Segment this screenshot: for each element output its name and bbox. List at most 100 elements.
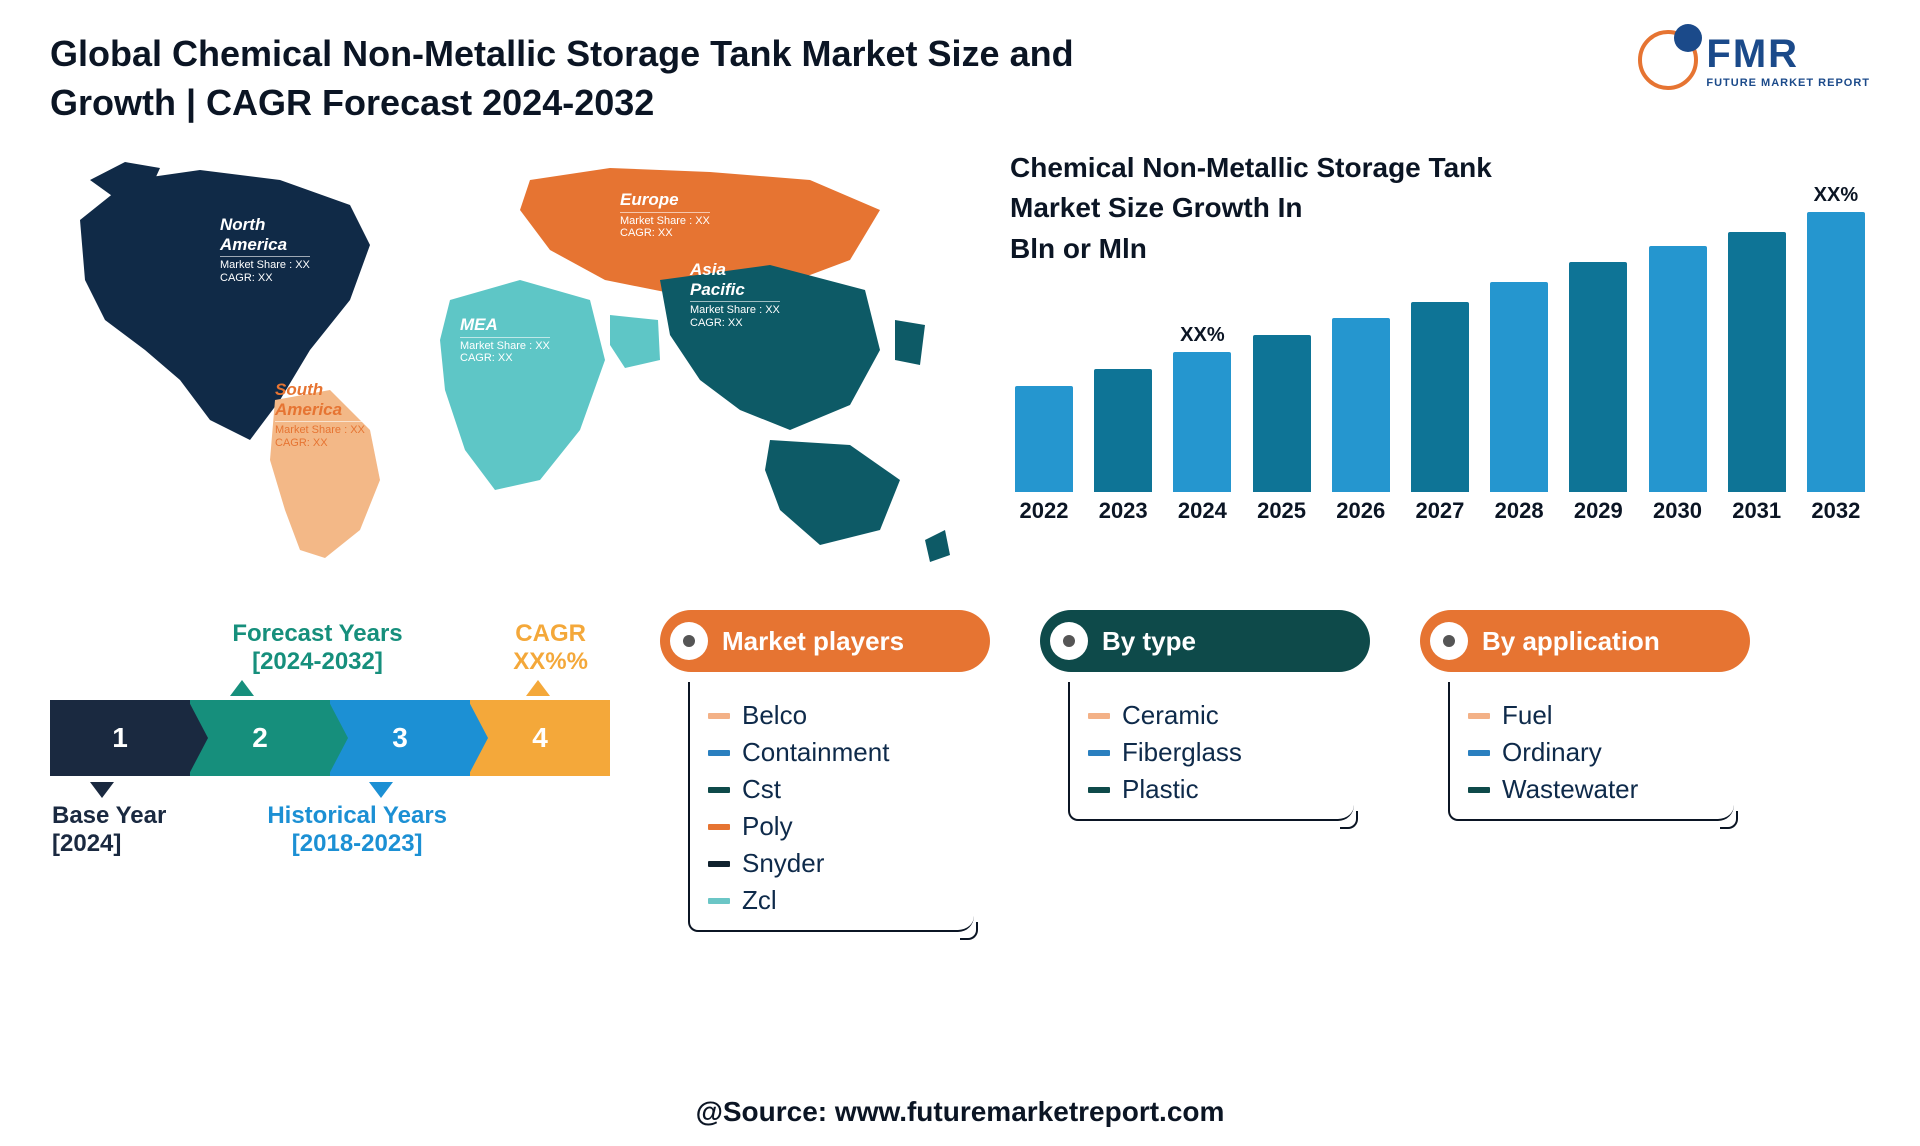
bar-year: 2030: [1653, 498, 1702, 524]
world-map: NorthAmericaMarket Share : XXCAGR: XX Sou…: [50, 150, 970, 570]
header: Global Chemical Non-Metallic Storage Tan…: [50, 30, 1870, 127]
bar-year: 2022: [1020, 498, 1069, 524]
logo-icon: [1638, 30, 1698, 90]
list-item: Ordinary: [1468, 737, 1722, 768]
list-item: Plastic: [1088, 774, 1342, 805]
region-mea: [440, 280, 660, 490]
region-label: SouthAmericaMarket Share : XXCAGR: XX: [275, 380, 365, 449]
category-col: By application Fuel Ordinary Wastewater: [1420, 610, 1750, 932]
bar-top-label: XX%: [1814, 184, 1858, 207]
bar-col: 2030: [1644, 246, 1712, 524]
category-pill: By application: [1420, 610, 1750, 672]
list-item: Containment: [708, 737, 962, 768]
swatch-icon: [1088, 787, 1110, 793]
step-4: 4: [470, 700, 610, 776]
region-label: AsiaPacificMarket Share : XXCAGR: XX: [690, 260, 780, 329]
list-item-label: Cst: [742, 774, 781, 805]
fmr-logo: FMR FUTURE MARKET REPORT: [1638, 30, 1870, 90]
category-bracket: Fuel Ordinary Wastewater: [1448, 682, 1734, 821]
bar: [1807, 212, 1865, 492]
swatch-icon: [1468, 787, 1490, 793]
bar: [1490, 282, 1548, 492]
arrow-icon: [230, 680, 254, 696]
forecast-label: Forecast Years: [232, 620, 402, 648]
category-col: By type Ceramic Fiberglass Plastic: [1040, 610, 1370, 932]
list-item-label: Wastewater: [1502, 774, 1638, 805]
bar-col: 2022: [1010, 386, 1078, 524]
list-item: Ceramic: [1088, 700, 1342, 731]
list-item-label: Plastic: [1122, 774, 1199, 805]
bar: [1728, 232, 1786, 492]
timeline-steps: 1 2 3 4: [50, 700, 610, 776]
list-item: Belco: [708, 700, 962, 731]
list-item: Zcl: [708, 885, 962, 916]
list-item-label: Ordinary: [1502, 737, 1602, 768]
list-item: Snyder: [708, 848, 962, 879]
swatch-icon: [708, 750, 730, 756]
arrow-icon: [526, 680, 550, 696]
list-item-label: Zcl: [742, 885, 777, 916]
swatch-icon: [708, 898, 730, 904]
bar-year: 2027: [1415, 498, 1464, 524]
bar-year: 2023: [1099, 498, 1148, 524]
category-columns: Market players Belco Containment Cst Poly Sny…: [660, 610, 1750, 932]
bar-year: 2029: [1574, 498, 1623, 524]
swatch-icon: [1088, 750, 1110, 756]
swatch-icon: [708, 787, 730, 793]
list-item-label: Poly: [742, 811, 793, 842]
swatch-icon: [708, 861, 730, 867]
hist-years-label: Historical Years: [267, 802, 447, 830]
logo-main: FMR: [1706, 32, 1870, 77]
base-year-label: Base Year: [52, 802, 166, 830]
arrow-icon: [90, 782, 114, 798]
region-label: MEAMarket Share : XXCAGR: XX: [460, 315, 550, 365]
chart-title-1: Chemical Non-Metallic Storage Tank: [1010, 150, 1870, 186]
bar-year: 2031: [1732, 498, 1781, 524]
bar-year: 2026: [1336, 498, 1385, 524]
swatch-icon: [708, 713, 730, 719]
bar-col: 2027: [1406, 302, 1474, 524]
bar-col: 2028: [1485, 282, 1553, 524]
bar-year: 2032: [1811, 498, 1860, 524]
arrow-icon: [369, 782, 393, 798]
category-pill: Market players: [660, 610, 990, 672]
bar: [1173, 352, 1231, 492]
category-bracket: Belco Containment Cst Poly Snyder Zcl: [688, 682, 974, 932]
bar-col: 2023: [1089, 369, 1157, 524]
page-title: Global Chemical Non-Metallic Storage Tan…: [50, 30, 1150, 127]
swatch-icon: [708, 824, 730, 830]
list-item: Wastewater: [1468, 774, 1722, 805]
timeline: Forecast Years [2024-2032] CAGR XX%% 1 2…: [50, 620, 610, 858]
chart-title-2: Market Size Growth In: [1010, 190, 1870, 226]
bar-year: 2025: [1257, 498, 1306, 524]
bar-chart: Chemical Non-Metallic Storage Tank Marke…: [1010, 150, 1870, 560]
bar-col: 2026: [1327, 318, 1395, 524]
swatch-icon: [1468, 713, 1490, 719]
list-item: Fuel: [1468, 700, 1722, 731]
region-nz: [925, 530, 950, 562]
bar-year: 2024: [1178, 498, 1227, 524]
category-bracket: Ceramic Fiberglass Plastic: [1068, 682, 1354, 821]
bar-col: XX%2032: [1802, 212, 1870, 524]
swatch-icon: [1468, 750, 1490, 756]
list-item-label: Containment: [742, 737, 889, 768]
region-label: NorthAmericaMarket Share : XXCAGR: XX: [220, 215, 310, 284]
bar: [1332, 318, 1390, 492]
list-item: Poly: [708, 811, 962, 842]
bar: [1015, 386, 1073, 492]
list-item-label: Ceramic: [1122, 700, 1219, 731]
bar: [1569, 262, 1627, 492]
list-item: Fiberglass: [1088, 737, 1342, 768]
bar: [1649, 246, 1707, 492]
list-item-label: Fiberglass: [1122, 737, 1242, 768]
cagr-label: CAGR: [513, 620, 588, 648]
forecast-years: [2024-2032]: [232, 648, 402, 676]
logo-sub: FUTURE MARKET REPORT: [1706, 77, 1870, 89]
cagr-value: XX%%: [513, 648, 588, 676]
step-3: 3: [330, 700, 470, 776]
list-item-label: Snyder: [742, 848, 824, 879]
category-pill: By type: [1040, 610, 1370, 672]
category-col: Market players Belco Containment Cst Poly Sny…: [660, 610, 990, 932]
bar: [1253, 335, 1311, 492]
source-text: @Source: www.futuremarketreport.com: [0, 1096, 1920, 1128]
